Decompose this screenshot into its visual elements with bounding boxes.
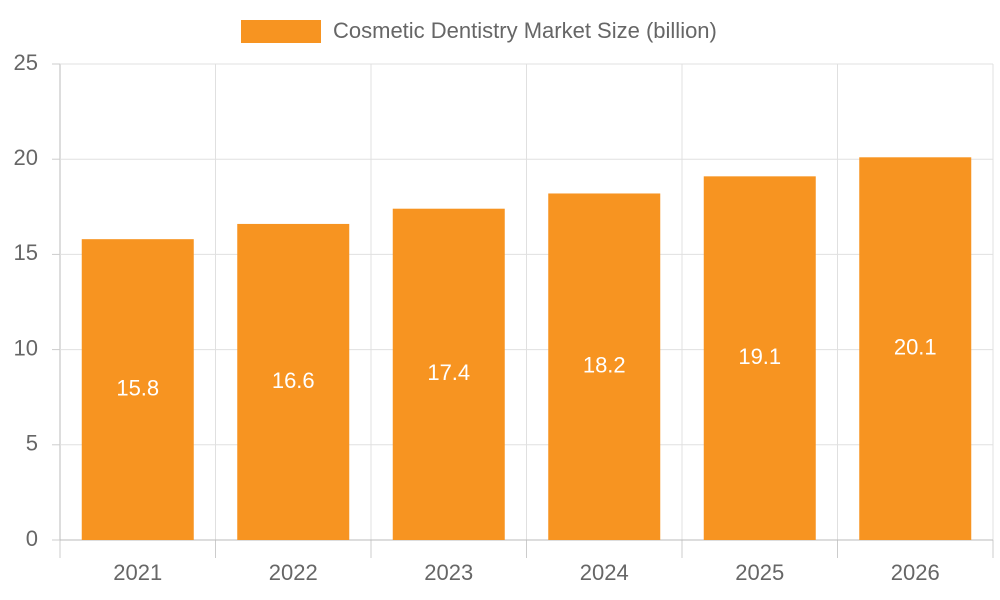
bar	[81, 239, 194, 540]
data-label: 18.2	[583, 353, 626, 378]
y-tick-label: 20	[14, 145, 38, 170]
y-tick-label: 10	[14, 335, 38, 360]
legend-label: Cosmetic Dentistry Market Size (billion)	[333, 18, 717, 43]
bar	[237, 223, 350, 540]
x-tick-label: 2026	[891, 560, 940, 585]
y-tick-label: 15	[14, 240, 38, 265]
y-tick-label: 25	[14, 50, 38, 75]
data-label: 20.1	[894, 334, 937, 359]
data-label: 19.1	[738, 344, 781, 369]
x-tick-label: 2021	[113, 560, 162, 585]
y-tick-label: 5	[26, 431, 38, 456]
bar	[703, 176, 816, 540]
x-tick-label: 2025	[735, 560, 784, 585]
x-tick-label: 2023	[424, 560, 473, 585]
bar	[548, 193, 661, 541]
bar	[392, 208, 505, 541]
data-label: 15.8	[116, 375, 159, 400]
y-tick-label: 0	[26, 526, 38, 551]
x-tick-label: 2022	[269, 560, 318, 585]
legend-swatch	[241, 20, 321, 43]
data-label: 17.4	[427, 360, 470, 385]
bar	[859, 157, 972, 540]
x-tick-label: 2024	[580, 560, 629, 585]
data-label: 16.6	[272, 368, 315, 393]
